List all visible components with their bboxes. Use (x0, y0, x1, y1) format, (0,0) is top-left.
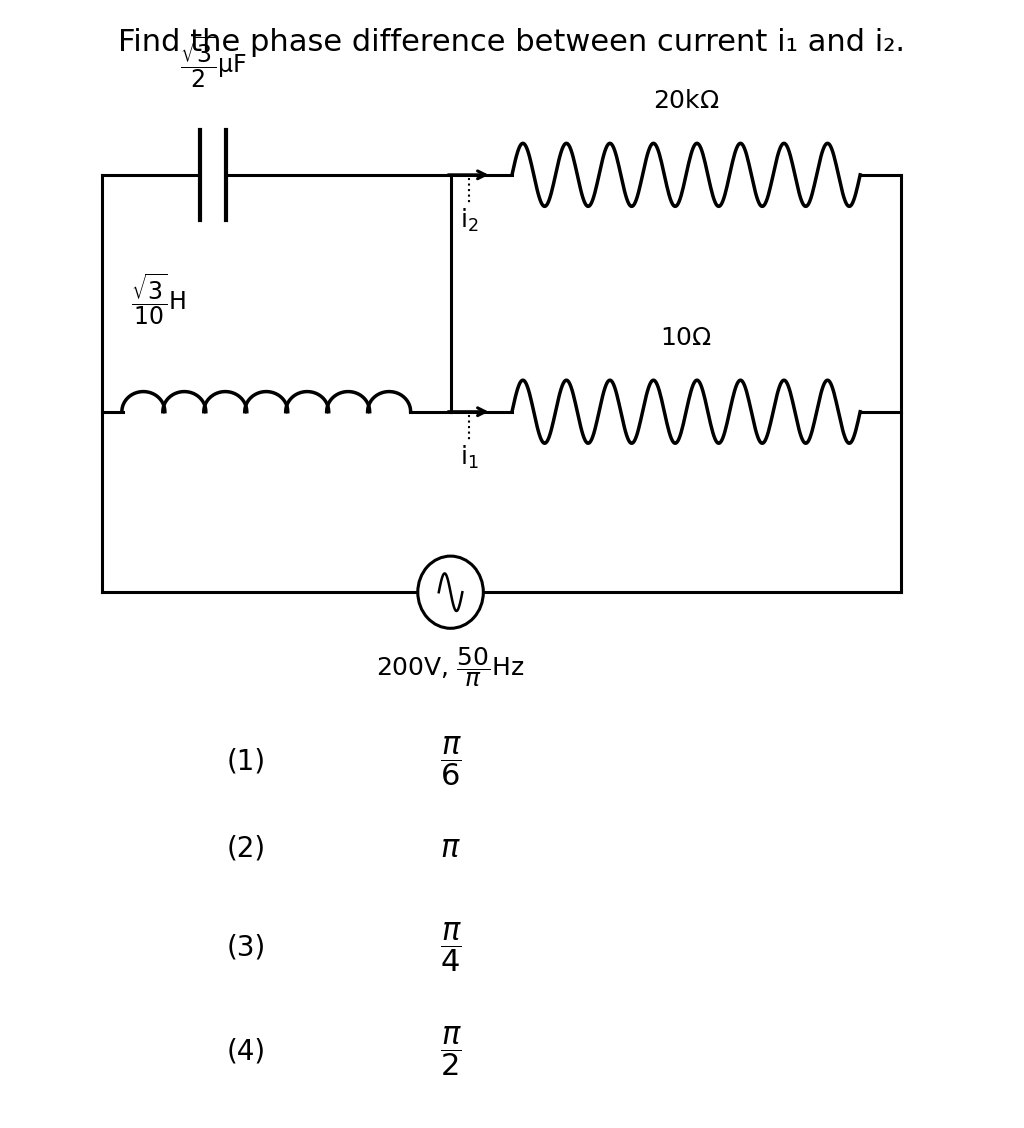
Text: $\pi$: $\pi$ (440, 834, 461, 863)
Text: (2): (2) (226, 835, 265, 862)
Text: $\dfrac{\pi}{6}$: $\dfrac{\pi}{6}$ (439, 734, 462, 788)
Text: Find the phase difference between current i₁ and i₂.: Find the phase difference between curren… (119, 28, 905, 58)
Text: (4): (4) (226, 1038, 265, 1065)
Text: $\dfrac{\sqrt{3}}{2}$μF: $\dfrac{\sqrt{3}}{2}$μF (179, 35, 247, 90)
Text: i$_1$: i$_1$ (460, 443, 478, 470)
Text: i$_2$: i$_2$ (460, 206, 478, 233)
Text: (3): (3) (226, 934, 265, 961)
Text: (1): (1) (226, 748, 265, 775)
Text: $\dfrac{\pi}{4}$: $\dfrac{\pi}{4}$ (439, 920, 462, 975)
Text: 10$\Omega$: 10$\Omega$ (660, 326, 712, 350)
Text: $\dfrac{\pi}{2}$: $\dfrac{\pi}{2}$ (439, 1024, 462, 1078)
Text: 200V, $\dfrac{50}{\pi}$Hz: 200V, $\dfrac{50}{\pi}$Hz (376, 645, 525, 689)
Text: 20k$\Omega$: 20k$\Omega$ (653, 89, 719, 113)
Text: $\dfrac{\sqrt{3}}{10}$H: $\dfrac{\sqrt{3}}{10}$H (131, 272, 186, 327)
